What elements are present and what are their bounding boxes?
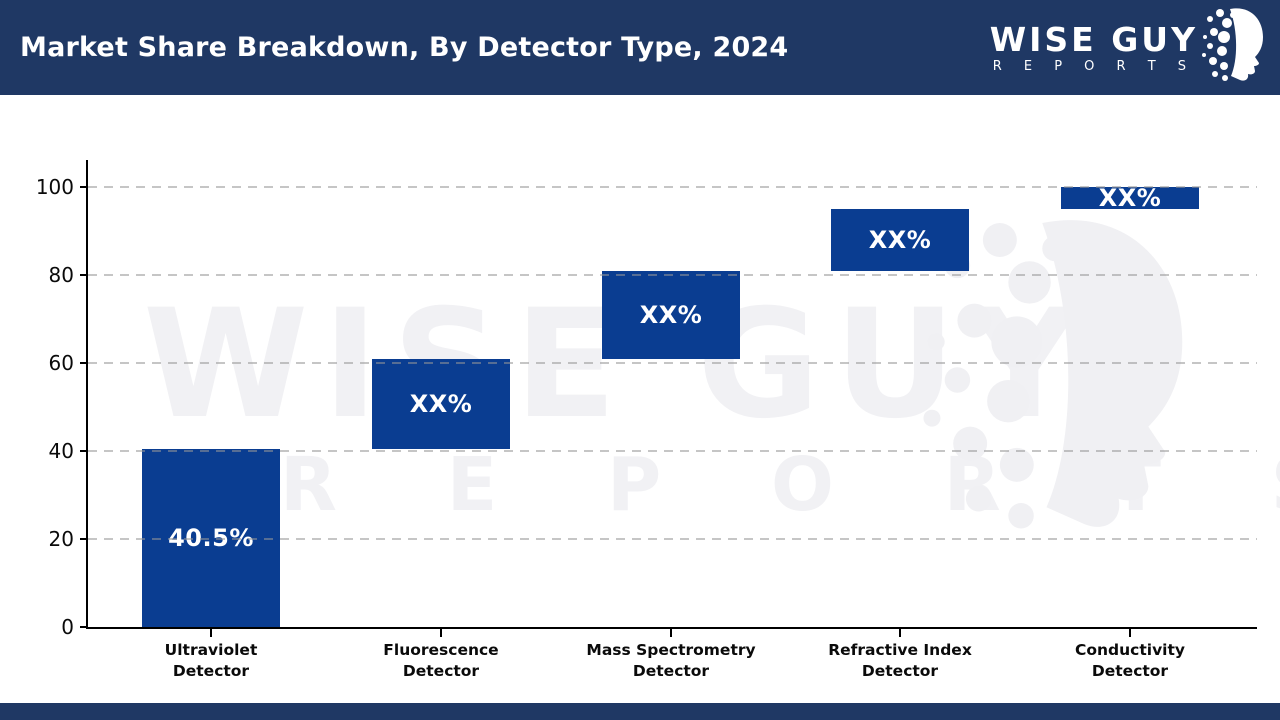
gridline-80 [88,274,1257,276]
bar-value-label: 40.5% [168,523,254,552]
bar-value-label: XX% [639,300,703,329]
bar-mass-spectrometry-detector: XX% [602,270,740,359]
y-tick-label: 80 [48,263,74,287]
bar-ultraviolet-detector: 40.5% [142,448,280,627]
bar-value-label: XX% [409,389,473,418]
y-tick-mark [80,538,88,540]
x-tick-mark [899,629,901,637]
x-category-label: Ultraviolet Detector [164,641,258,680]
x-category-label: Fluorescence Detector [383,641,499,680]
x-tick-mark [1129,629,1131,637]
gridline-40 [88,450,1257,452]
x-category-label: Refractive Index Detector [828,641,972,680]
y-tick-mark [80,626,88,628]
bar-refractive-index-detector: XX% [831,209,969,271]
y-tick-mark [80,186,88,188]
y-tick-label: 0 [61,615,74,639]
y-tick-label: 100 [35,175,74,199]
bar-value-label: XX% [868,225,932,254]
watermark-text-2: R E P O R T S [280,442,1280,528]
y-tick-mark [80,450,88,452]
x-tick-mark [440,629,442,637]
y-tick-label: 20 [48,527,74,551]
x-category-label: Mass Spectrometry Detector [586,641,756,680]
logo-face-icon [1200,5,1266,91]
bar-value-label: XX% [1098,184,1162,212]
gridline-100 [88,186,1257,188]
y-tick-mark [80,274,88,276]
page-title: Market Share Breakdown, By Detector Type… [20,32,789,63]
y-axis-line [86,160,88,629]
gridline-60 [88,362,1257,364]
x-axis-line [86,627,1257,629]
y-tick-label: 40 [48,439,74,463]
gridline-20 [88,538,1257,540]
logo-subtitle: R E P O R T S [992,59,1196,74]
x-tick-mark [670,629,672,637]
x-category-label: Conductivity Detector [1074,641,1186,680]
x-tick-mark [210,629,212,637]
footer-bar [0,703,1280,720]
wise-guy-logo: WISE GUY R E P O R T S [990,6,1266,90]
y-tick-mark [80,362,88,364]
logo-text: WISE GUY R E P O R T S [990,23,1198,73]
header-banner: Market Share Breakdown, By Detector Type… [0,0,1280,95]
y-tick-label: 60 [48,351,74,375]
bar-fluorescence-detector: XX% [372,358,510,449]
bar-conductivity-detector: XX% [1061,184,1199,212]
logo-name: WISE GUY [989,20,1198,59]
